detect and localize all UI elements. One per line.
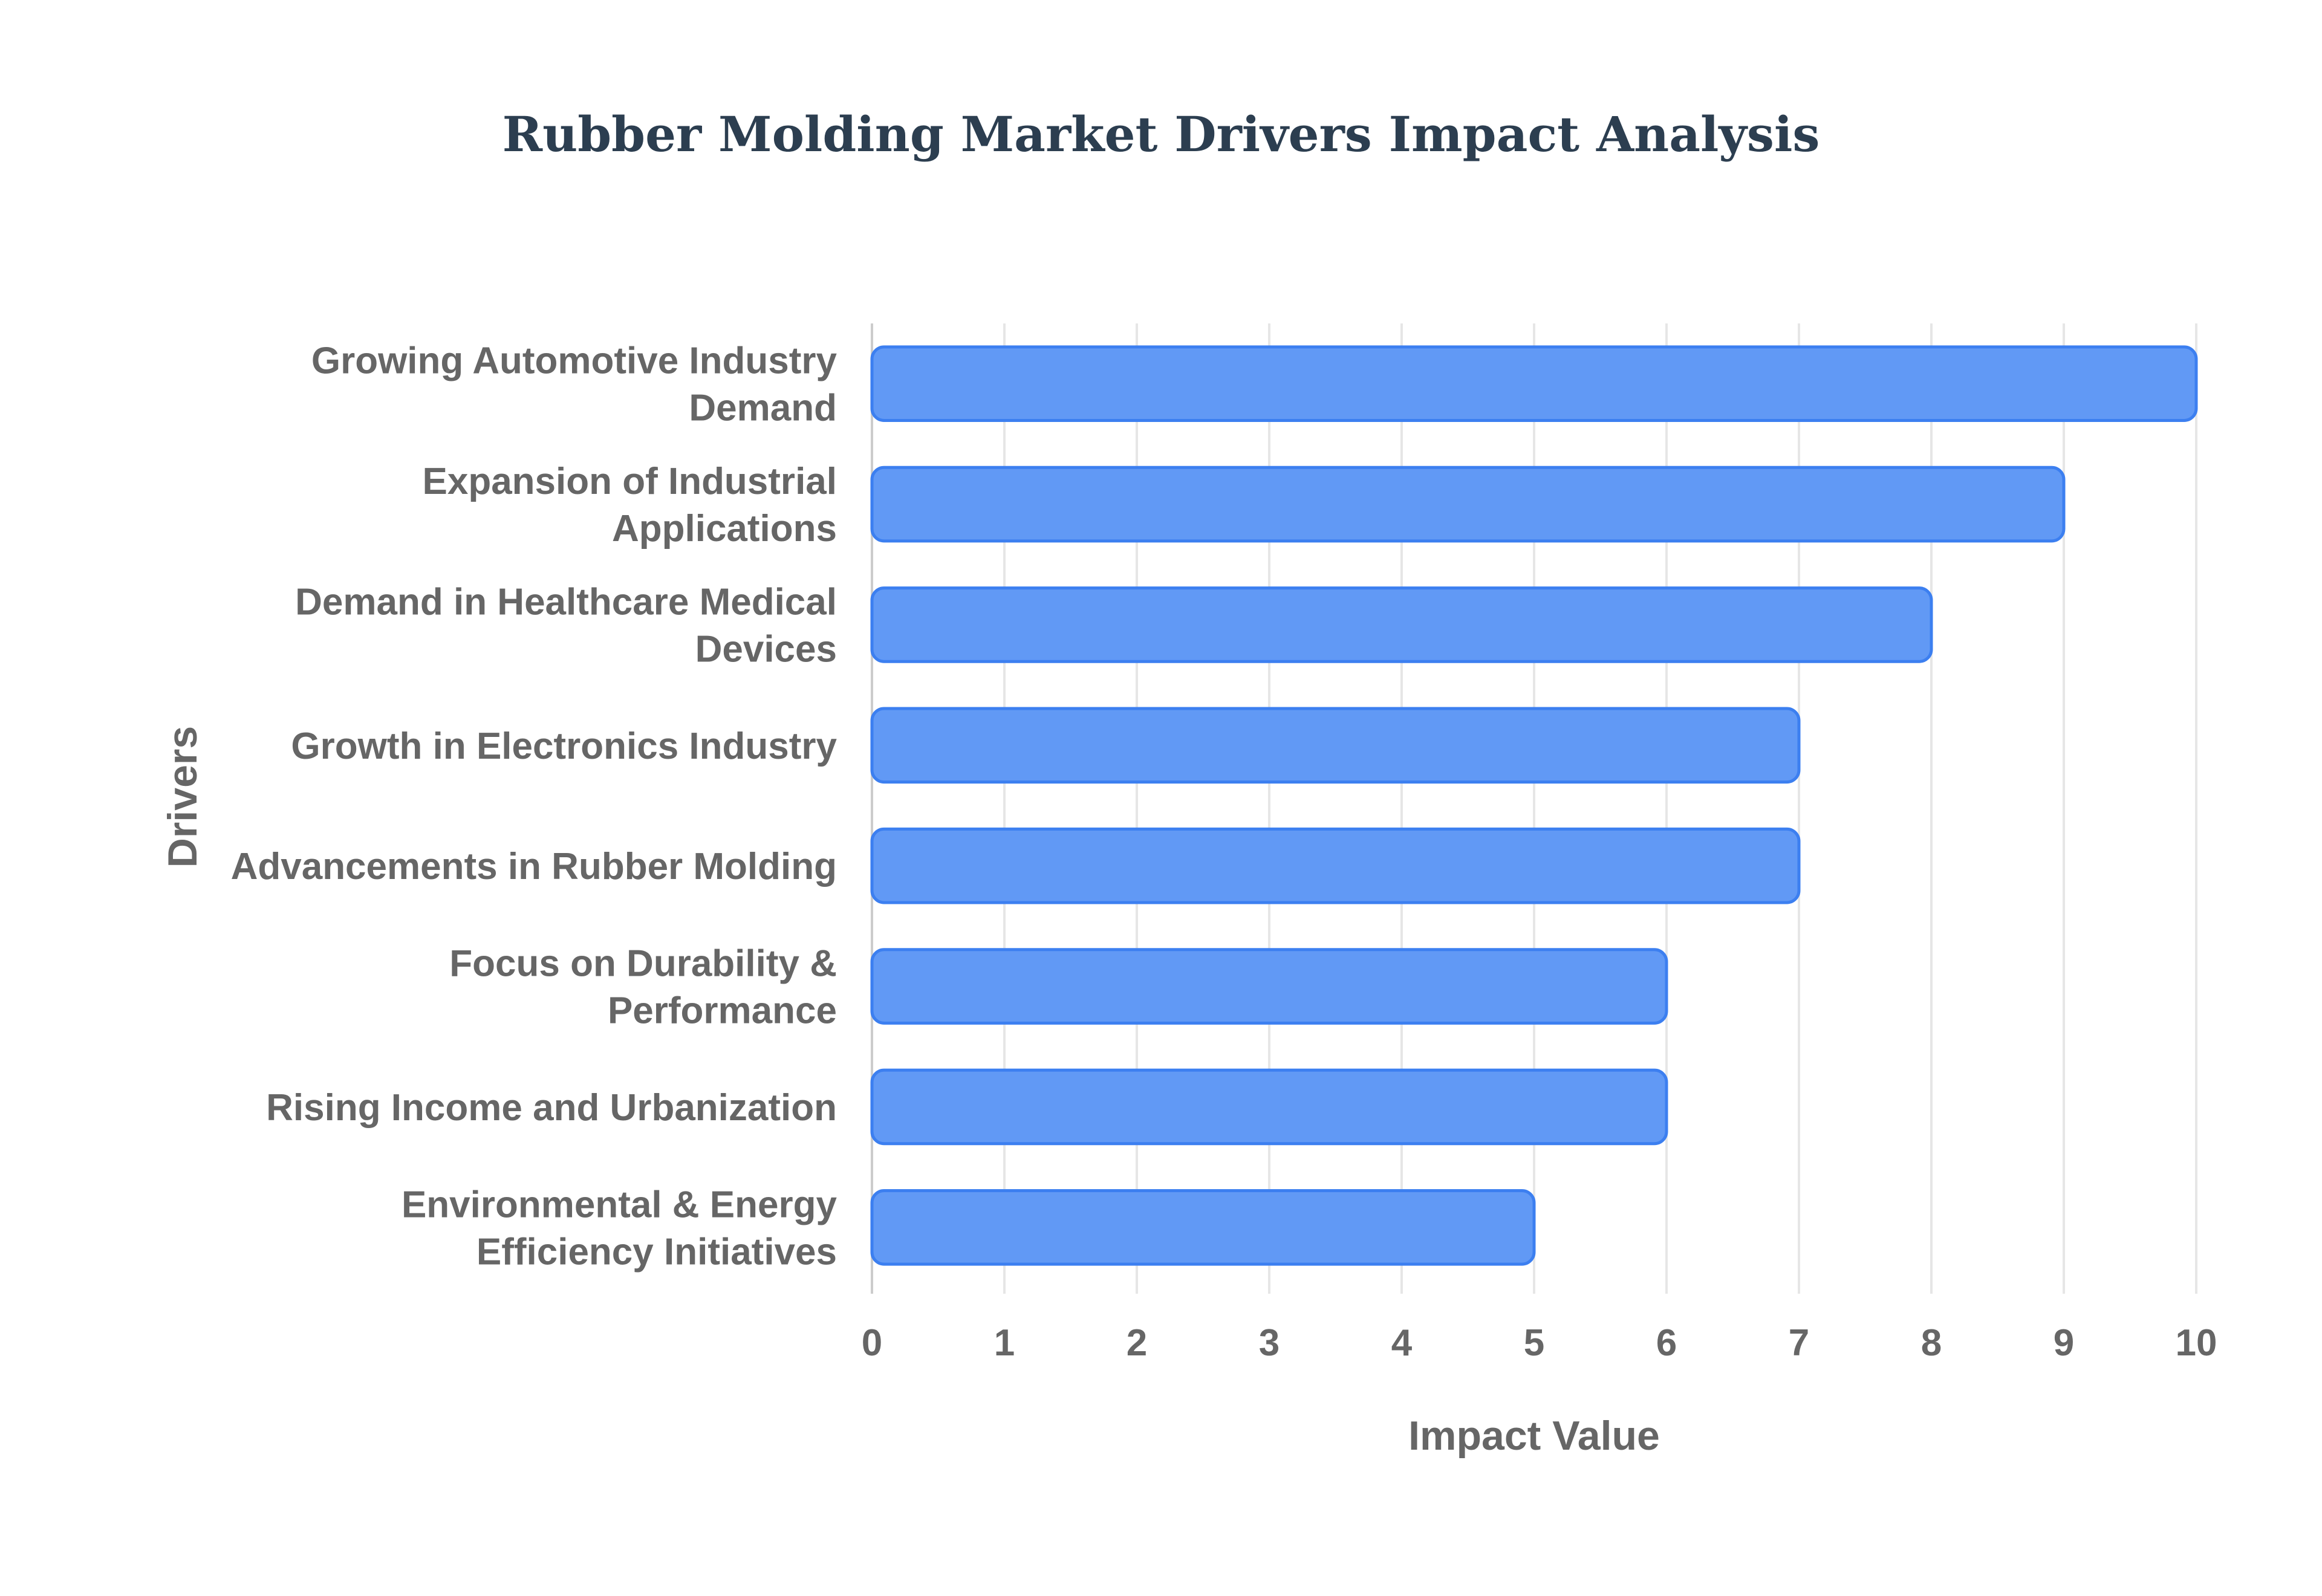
x-axis-title: Impact Value — [1408, 1413, 1660, 1459]
y-tick-label: Demand in Healthcare Medical — [295, 581, 837, 623]
bar — [870, 707, 1801, 784]
bar — [870, 827, 1801, 904]
y-tick-label: Environmental & Energy — [402, 1184, 837, 1225]
y-tick-label: Growing Automotive Industry — [311, 340, 837, 382]
bar — [870, 586, 1933, 663]
x-tick-label: 1 — [994, 1322, 1015, 1364]
y-tick-label: Expansion of Industrial — [422, 461, 837, 502]
y-tick-label: Efficiency Initiatives — [476, 1231, 837, 1273]
x-tick-label: 9 — [2054, 1322, 2074, 1364]
x-tick-label: 2 — [1127, 1322, 1147, 1364]
y-tick-label: Advancements in Rubber Molding — [231, 846, 837, 887]
x-tick-label: 0 — [862, 1322, 882, 1364]
x-tick-label: 8 — [1921, 1322, 1942, 1364]
y-axis-tick-labels: Growing Automotive Industry Demand Expansi… — [231, 340, 837, 1273]
x-tick-label: 6 — [1656, 1322, 1677, 1364]
y-tick-label: Demand — [689, 388, 837, 429]
x-tick-label: 4 — [1391, 1322, 1413, 1364]
y-tick-label: Growth in Electronics Industry — [291, 725, 837, 767]
x-tick-label: 7 — [1789, 1322, 1809, 1364]
y-axis-title: Drivers — [160, 726, 206, 868]
bar — [870, 1189, 1536, 1266]
bar — [870, 345, 2198, 422]
y-tick-label: Rising Income and Urbanization — [266, 1087, 837, 1129]
chart-title: Rubber Molding Market Drivers Impact Ana… — [502, 106, 1820, 163]
bar — [870, 1068, 1668, 1146]
bars — [870, 345, 2198, 1266]
x-tick-label: 5 — [1524, 1322, 1544, 1364]
bar — [870, 465, 2066, 543]
y-tick-label: Devices — [695, 628, 837, 670]
y-tick-label: Applications — [612, 508, 837, 550]
x-tick-label: 10 — [2176, 1322, 2217, 1364]
bar — [870, 948, 1668, 1025]
y-tick-label: Performance — [608, 990, 837, 1032]
x-axis-tick-labels: 0 1 2 3 4 5 6 7 8 9 10 — [862, 1322, 2217, 1364]
y-tick-label: Focus on Durability & — [449, 943, 837, 985]
x-tick-label: 3 — [1259, 1322, 1280, 1364]
